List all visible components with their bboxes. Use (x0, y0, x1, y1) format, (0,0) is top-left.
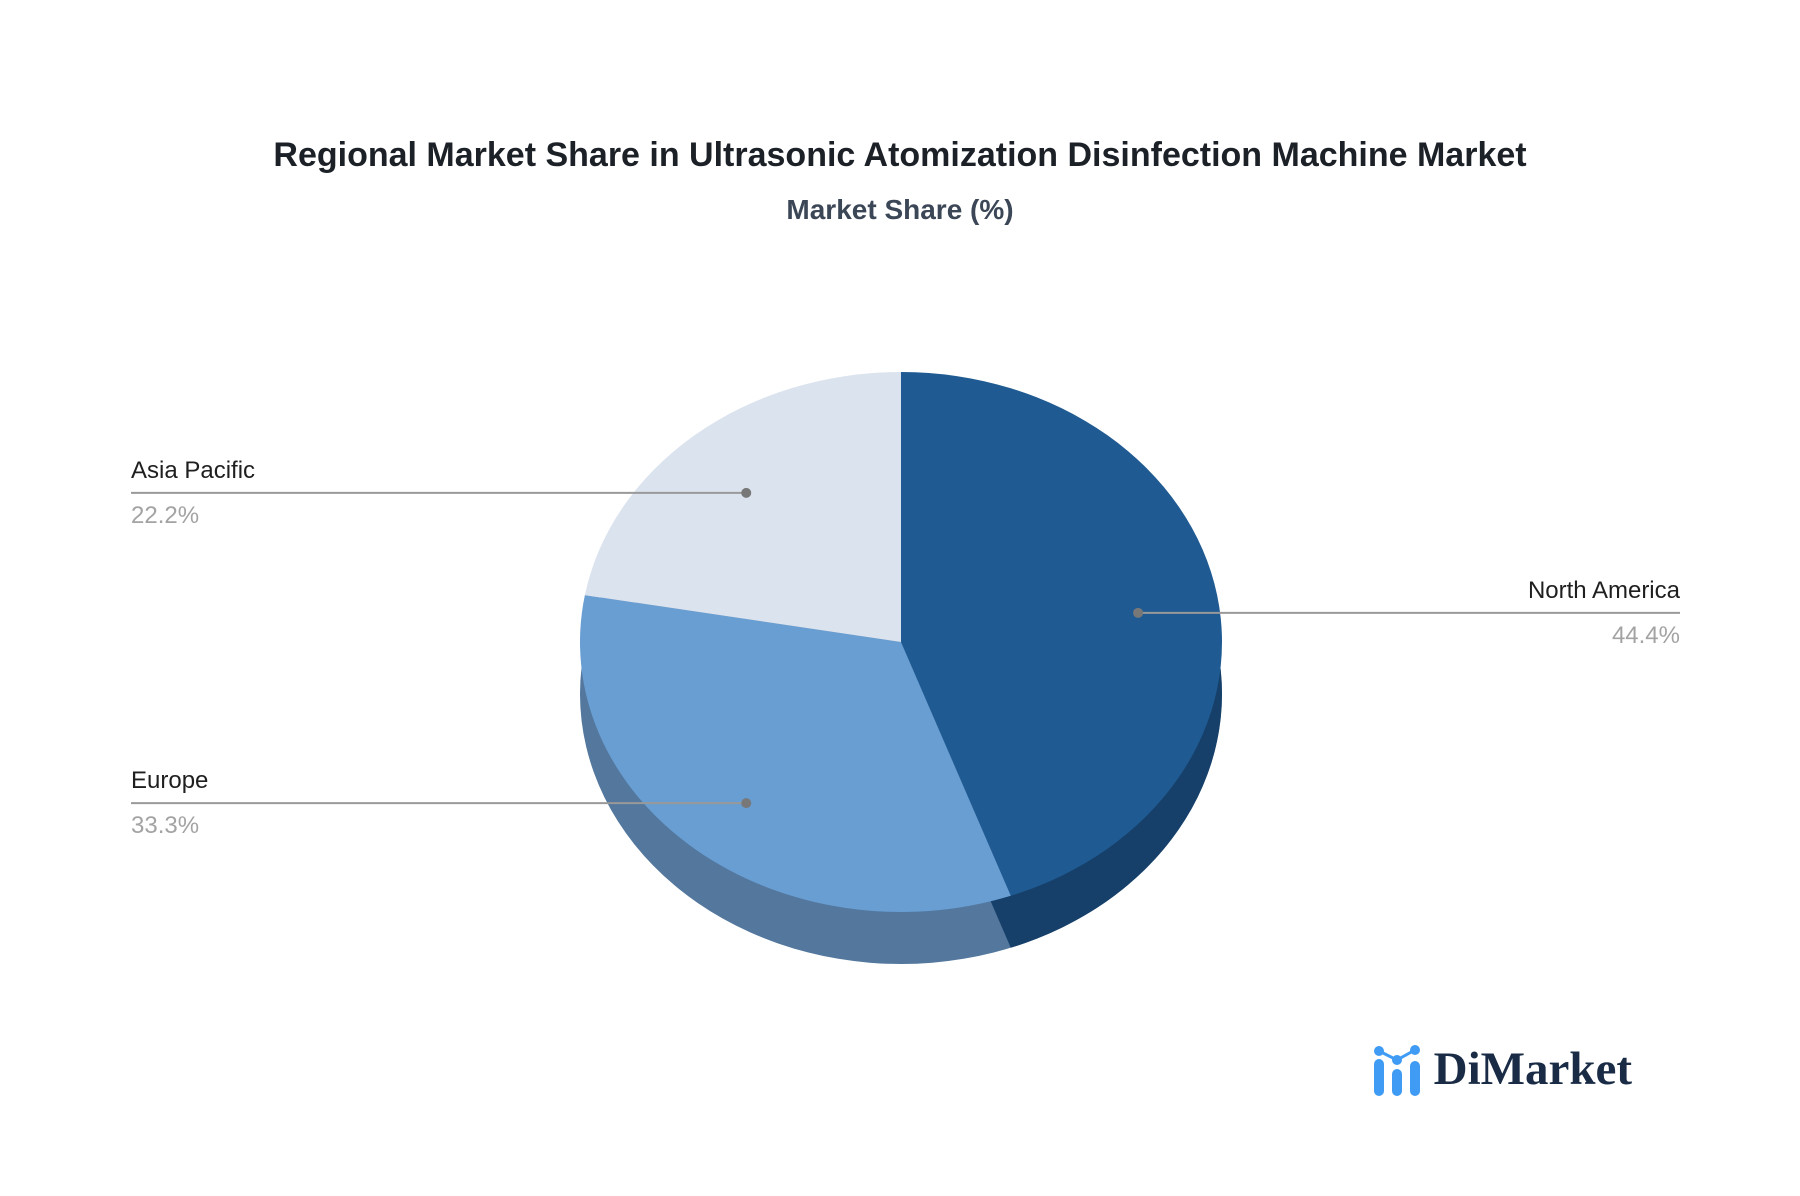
pie-slice-europe[interactable] (580, 595, 1011, 912)
pie-slice-north-america[interactable] (901, 372, 1222, 896)
leader-dot-north-america (1133, 607, 1144, 618)
chart-subtitle: Market Share (%) (786, 194, 1014, 225)
pie-slice-asia-pacific[interactable] (584, 372, 901, 642)
leader-dot-europe (741, 798, 752, 809)
brand-logo: DiMarket (1372, 1042, 1632, 1096)
brand-name: DiMarket (1433, 1042, 1632, 1095)
bar-line-chart-icon (1373, 1045, 1420, 1096)
leader-dot-asia-pacific (741, 487, 752, 498)
chart-title: Regional Market Share in Ultrasonic Atom… (273, 136, 1527, 174)
